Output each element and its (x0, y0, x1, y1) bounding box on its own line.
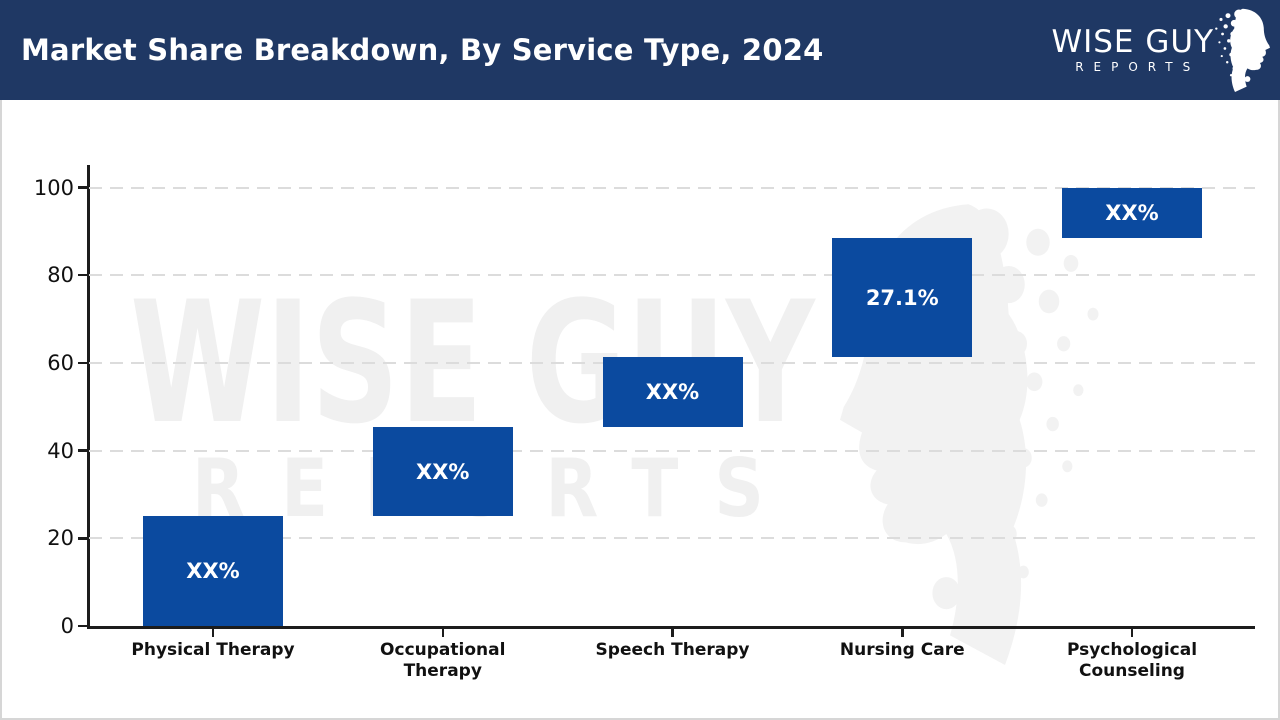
y-tick-mark (78, 361, 87, 365)
grid-line (89, 449, 1255, 452)
y-tick-label: 40 (47, 438, 74, 463)
y-tick-mark (78, 624, 87, 628)
y-tick-label: 0 (60, 614, 74, 638)
grid-line (89, 186, 1255, 189)
y-tick-label: 100 (33, 175, 74, 200)
x-category-label-line: Physical Therapy (131, 640, 295, 660)
bar-segment: XX% (602, 357, 743, 428)
grid-line (89, 274, 1255, 277)
x-tick-mark (441, 629, 444, 637)
header-bar: Market Share Breakdown, By Service Type,… (0, 0, 1280, 100)
x-tick-mark (211, 629, 215, 637)
logo-brand-sub: REPORTS (1075, 60, 1201, 75)
bar-value-label: XX% (416, 459, 470, 484)
chart-panel: WISE GUY REPORTS 020406080100XX%Physical… (0, 100, 1280, 720)
bar-segment: XX% (372, 427, 513, 517)
x-category-label: Occupational Therapy (353, 640, 533, 683)
y-tick-mark (78, 537, 87, 540)
logo-text: WISE GUY REPORTS (1051, 26, 1214, 75)
x-category-label-line: Speech Therapy (595, 640, 750, 660)
x-category-label-line: Therapy (403, 661, 482, 682)
page-title: Market Share Breakdown, By Service Type,… (21, 33, 824, 67)
x-tick-mark (1130, 629, 1134, 637)
y-tick-label: 80 (47, 263, 74, 288)
logo-brand-name: WISE GUY (1051, 23, 1214, 60)
bar-segment: XX% (1062, 187, 1202, 239)
bar-segment: XX% (143, 516, 283, 626)
plot-area: 0 20 40 60 80 100 XX% Physical Therapy XX% Occupa… (2, 100, 1278, 718)
x-tick-mark (671, 629, 674, 637)
x-category-label: Psychological Counseling (1042, 640, 1222, 683)
bar-value-label: XX% (186, 559, 240, 584)
x-category-label: Nursing Care (812, 640, 992, 661)
bar-value-label: XX% (645, 380, 700, 405)
grid-line (89, 537, 1255, 540)
x-category-label-line: Psychological (1066, 640, 1198, 660)
x-category-label: Physical Therapy (123, 640, 303, 661)
x-axis-line (87, 626, 1255, 629)
y-tick-label: 20 (47, 526, 74, 551)
bar-value-label: 27.1% (865, 285, 939, 310)
x-category-label-line: Nursing Care (839, 640, 965, 660)
y-tick-mark (78, 449, 87, 452)
x-tick-mark (901, 629, 904, 637)
x-category-label: Speech Therapy (583, 640, 763, 661)
x-category-label-line: Occupational (380, 640, 506, 660)
y-tick-mark (78, 273, 87, 277)
y-tick-label: 60 (47, 350, 74, 375)
y-axis-line (87, 165, 90, 627)
bar-value-label: XX% (1105, 200, 1159, 225)
bar-segment: 27.1% (832, 238, 973, 358)
wise-guy-reports-logo: WISE GUY REPORTS (1051, 8, 1270, 92)
y-tick-mark (78, 186, 87, 189)
x-category-label-line: Counseling (1079, 661, 1185, 682)
